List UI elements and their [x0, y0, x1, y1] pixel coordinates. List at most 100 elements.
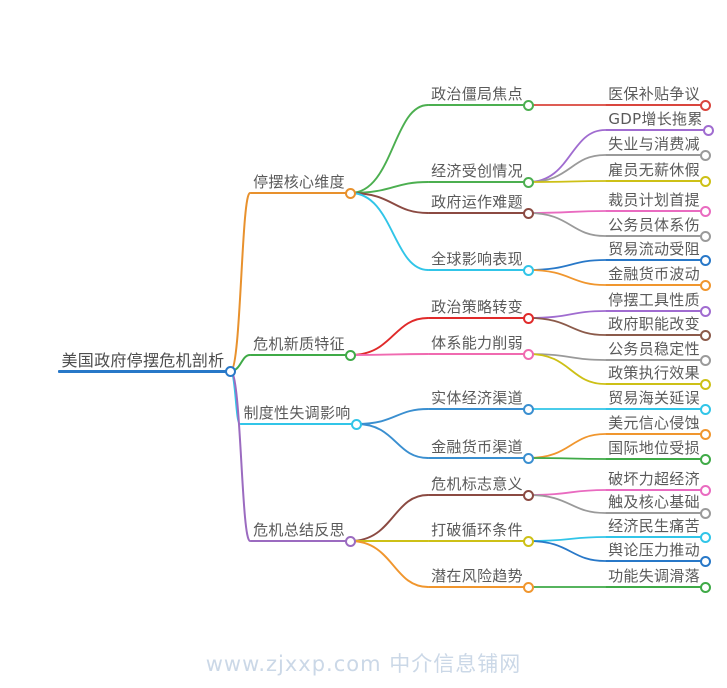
node-connector-dot[interactable] — [700, 175, 711, 187]
node-label: 触及核心基础 — [608, 493, 700, 511]
mindmap-node-sub[interactable]: 实体经济渠道 — [428, 389, 526, 410]
mindmap-node-leaf[interactable]: 政策执行效果 — [605, 364, 703, 385]
mindmap-node-sub[interactable]: 经济受创情况 — [428, 162, 526, 183]
mindmap-node-leaf[interactable]: 金融货币波动 — [605, 265, 703, 286]
mindmap-node-branch[interactable]: 危机总结反思 — [250, 521, 348, 542]
mindmap-node-sub[interactable]: 政治僵局焦点 — [428, 85, 526, 106]
mindmap-node-leaf[interactable]: 触及核心基础 — [605, 493, 703, 514]
mindmap-node-leaf[interactable]: GDP增长拖累 — [605, 110, 706, 131]
node-label: 全球影响表现 — [431, 250, 523, 268]
node-connector-dot[interactable] — [700, 279, 711, 291]
node-connector-dot[interactable] — [700, 403, 711, 415]
mindmap-node-leaf[interactable]: 政府职能改变 — [605, 315, 703, 336]
mindmap-node-leaf[interactable]: 经济民生痛苦 — [605, 517, 703, 538]
node-label: 实体经济渠道 — [431, 389, 523, 407]
mindmap-edge — [527, 353, 606, 361]
node-connector-dot[interactable] — [523, 581, 534, 593]
mindmap-node-sub[interactable]: 全球影响表现 — [428, 250, 526, 271]
node-connector-dot[interactable] — [700, 378, 711, 390]
node-connector-dot[interactable] — [523, 99, 534, 111]
node-connector-dot[interactable] — [700, 581, 711, 593]
mindmap-node-sub[interactable]: 打破循环条件 — [428, 521, 526, 542]
mindmap-node-sub[interactable]: 潜在风险趋势 — [428, 567, 526, 588]
node-connector-dot[interactable] — [523, 176, 534, 188]
node-label: 停摆核心维度 — [253, 173, 345, 191]
mindmap-edge — [349, 317, 429, 356]
mindmap-node-sub[interactable]: 金融货币渠道 — [428, 438, 526, 459]
mindmap-node-leaf[interactable]: 贸易流动受阻 — [605, 240, 703, 261]
mindmap-root-node[interactable]: 美国政府停摆危机剖析 — [58, 351, 228, 373]
node-connector-dot[interactable] — [345, 535, 356, 547]
node-label: 贸易流动受阻 — [608, 240, 700, 258]
node-connector-dot[interactable] — [700, 507, 711, 519]
node-connector-dot[interactable] — [700, 531, 711, 543]
node-underline — [605, 433, 703, 435]
mindmap-edge — [527, 310, 606, 319]
mindmap-node-sub[interactable]: 政府运作难题 — [428, 193, 526, 214]
mindmap-node-leaf[interactable]: 功能失调滑落 — [605, 567, 703, 588]
node-connector-dot[interactable] — [700, 205, 711, 217]
mindmap-node-leaf[interactable]: 公务员稳定性 — [605, 340, 703, 361]
node-connector-dot[interactable] — [700, 149, 711, 161]
mindmap-edge — [349, 540, 429, 588]
node-connector-dot[interactable] — [345, 187, 356, 199]
node-connector-dot[interactable] — [700, 354, 711, 366]
mindmap-node-leaf[interactable]: 雇员无薪休假 — [605, 161, 703, 182]
node-connector-dot[interactable] — [225, 365, 236, 377]
node-connector-dot[interactable] — [523, 403, 534, 415]
mindmap-node-branch[interactable]: 停摆核心维度 — [250, 173, 348, 194]
node-underline — [605, 210, 703, 212]
mindmap-node-leaf[interactable]: 公务员体系伤 — [605, 216, 703, 237]
mindmap-node-leaf[interactable]: 停摆工具性质 — [605, 291, 703, 312]
node-underline — [428, 317, 526, 319]
mindmap-node-leaf[interactable]: 贸易海关延误 — [605, 389, 703, 410]
mindmap-edge — [229, 370, 241, 425]
node-connector-dot[interactable] — [523, 535, 534, 547]
node-connector-dot[interactable] — [700, 428, 711, 440]
node-underline — [428, 212, 526, 214]
node-label: 潜在风险趋势 — [431, 567, 523, 585]
node-connector-dot[interactable] — [523, 348, 534, 360]
node-connector-dot[interactable] — [345, 349, 356, 361]
mindmap-node-sub[interactable]: 政治策略转变 — [428, 298, 526, 319]
node-connector-dot[interactable] — [523, 264, 534, 276]
node-connector-dot[interactable] — [351, 418, 362, 430]
mindmap-edge — [527, 129, 606, 183]
node-connector-dot[interactable] — [700, 99, 711, 111]
mindmap-node-leaf[interactable]: 美元信心侵蚀 — [605, 414, 703, 435]
mindmap-node-sub[interactable]: 体系能力削弱 — [428, 334, 526, 355]
node-connector-dot[interactable] — [700, 254, 711, 266]
mindmap-node-leaf[interactable]: 破坏力超经济 — [605, 470, 703, 491]
node-connector-dot[interactable] — [523, 452, 534, 464]
node-underline — [605, 383, 703, 385]
node-label: 失业与消费减 — [608, 135, 700, 153]
mindmap-node-branch[interactable]: 制度性失调影响 — [240, 404, 354, 425]
node-label: 政策执行效果 — [608, 364, 700, 382]
mindmap-node-sub[interactable]: 危机标志意义 — [428, 475, 526, 496]
mindmap-edge — [527, 353, 606, 385]
node-label: 政治策略转变 — [431, 298, 523, 316]
node-connector-dot[interactable] — [523, 207, 534, 219]
mindmap-node-branch[interactable]: 危机新质特征 — [250, 335, 348, 356]
node-label: 公务员体系伤 — [608, 216, 700, 234]
mindmap-node-leaf[interactable]: 失业与消费减 — [605, 135, 703, 156]
mindmap-node-leaf[interactable]: 国际地位受损 — [605, 439, 703, 460]
mindmap-edge — [527, 210, 606, 214]
mindmap-node-leaf[interactable]: 舆论压力推动 — [605, 541, 703, 562]
node-connector-dot[interactable] — [523, 489, 534, 501]
mindmap-node-leaf[interactable]: 裁员计划首提 — [605, 191, 703, 212]
mindmap-edge — [349, 192, 429, 271]
node-label: 金融货币渠道 — [431, 438, 523, 456]
node-connector-dot[interactable] — [700, 453, 711, 465]
node-connector-dot[interactable] — [700, 329, 711, 341]
node-connector-dot[interactable] — [700, 555, 711, 567]
node-underline — [605, 408, 703, 410]
node-underline — [428, 586, 526, 588]
mindmap-node-leaf[interactable]: 医保补贴争议 — [605, 85, 703, 106]
node-connector-dot[interactable] — [700, 230, 711, 242]
node-connector-dot[interactable] — [703, 124, 714, 136]
node-connector-dot[interactable] — [700, 484, 711, 496]
node-underline — [605, 489, 703, 491]
node-connector-dot[interactable] — [523, 312, 534, 324]
node-connector-dot[interactable] — [700, 305, 711, 317]
